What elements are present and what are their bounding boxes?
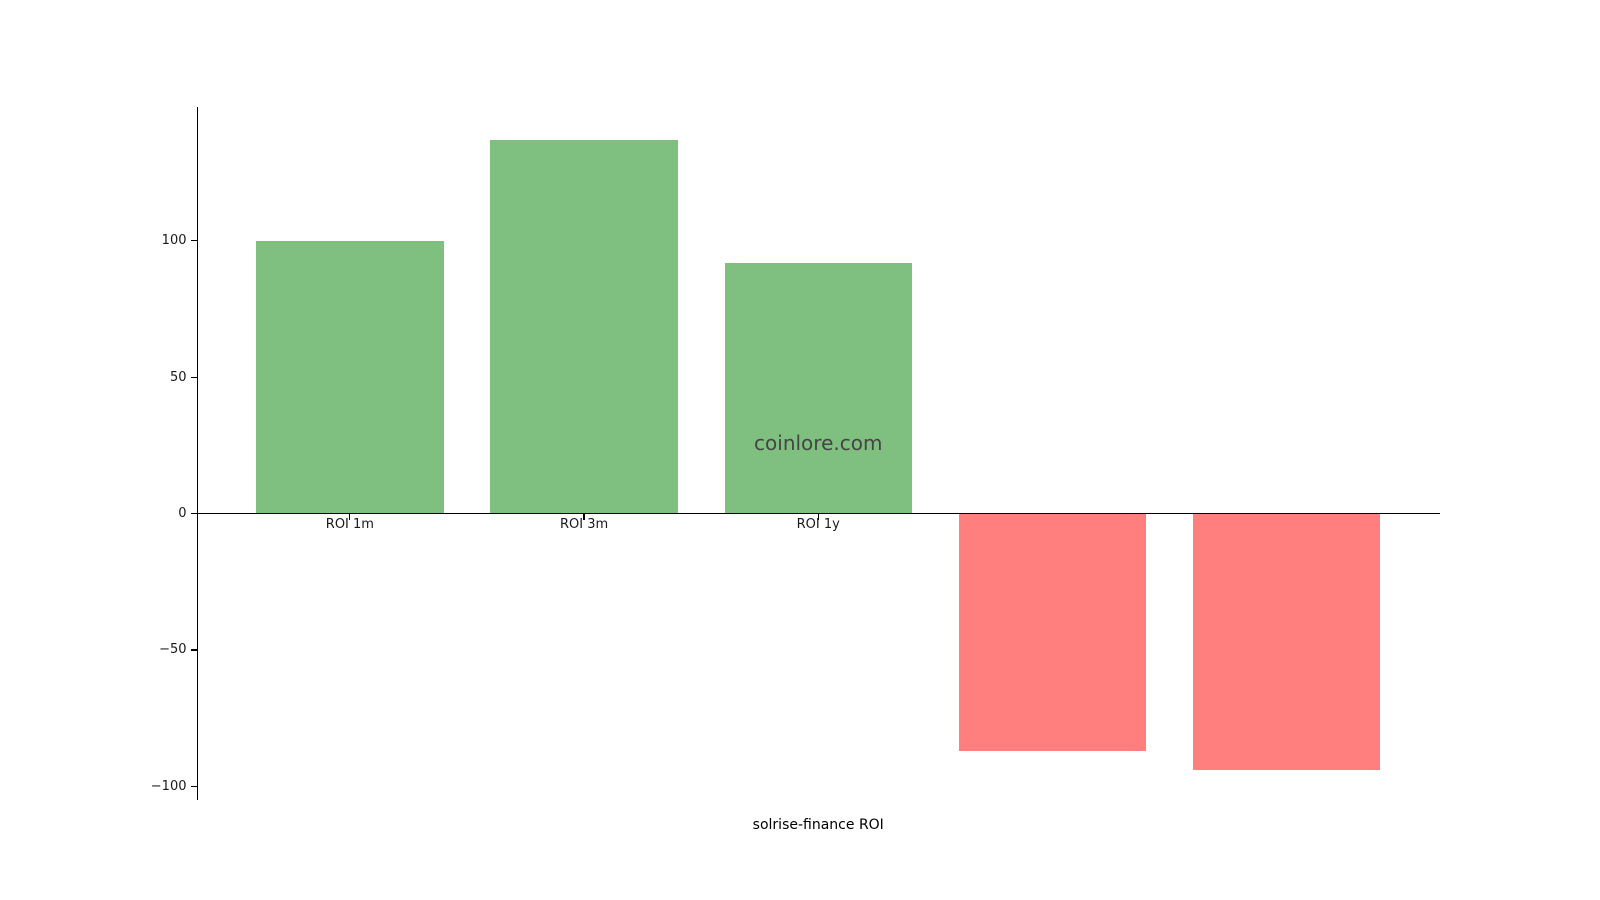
bar-roi-1y <box>724 262 912 514</box>
bar-4 <box>958 513 1147 751</box>
y-tick-mark <box>190 240 197 242</box>
y-tick-label: 100 <box>161 233 187 249</box>
y-tick-mark <box>190 376 197 378</box>
bar-5 <box>1192 513 1381 770</box>
x-tick-label: ROI 3m <box>559 516 609 532</box>
x-tick-mark <box>817 514 819 521</box>
watermark-text: coinlore.com <box>754 431 883 455</box>
bar-roi-3m <box>490 139 678 514</box>
y-tick-label: −50 <box>159 642 187 658</box>
y-tick-mark <box>190 512 197 515</box>
x-axis-zero-line <box>196 512 1440 515</box>
bar-roi-1m <box>256 240 444 514</box>
x-tick-mark <box>349 514 351 521</box>
y-axis-spine <box>196 107 198 800</box>
y-tick-mark <box>190 785 197 787</box>
chart-title: solrise-finance ROI <box>752 817 884 833</box>
x-tick-label: ROI 1m <box>325 516 374 532</box>
y-tick-mark <box>190 649 197 651</box>
y-tick-label: −100 <box>150 778 187 794</box>
y-tick-label: 50 <box>169 369 187 385</box>
x-tick-label: ROI 1y <box>796 516 840 532</box>
x-tick-mark <box>583 514 585 521</box>
y-tick-label: 0 <box>178 506 187 522</box>
